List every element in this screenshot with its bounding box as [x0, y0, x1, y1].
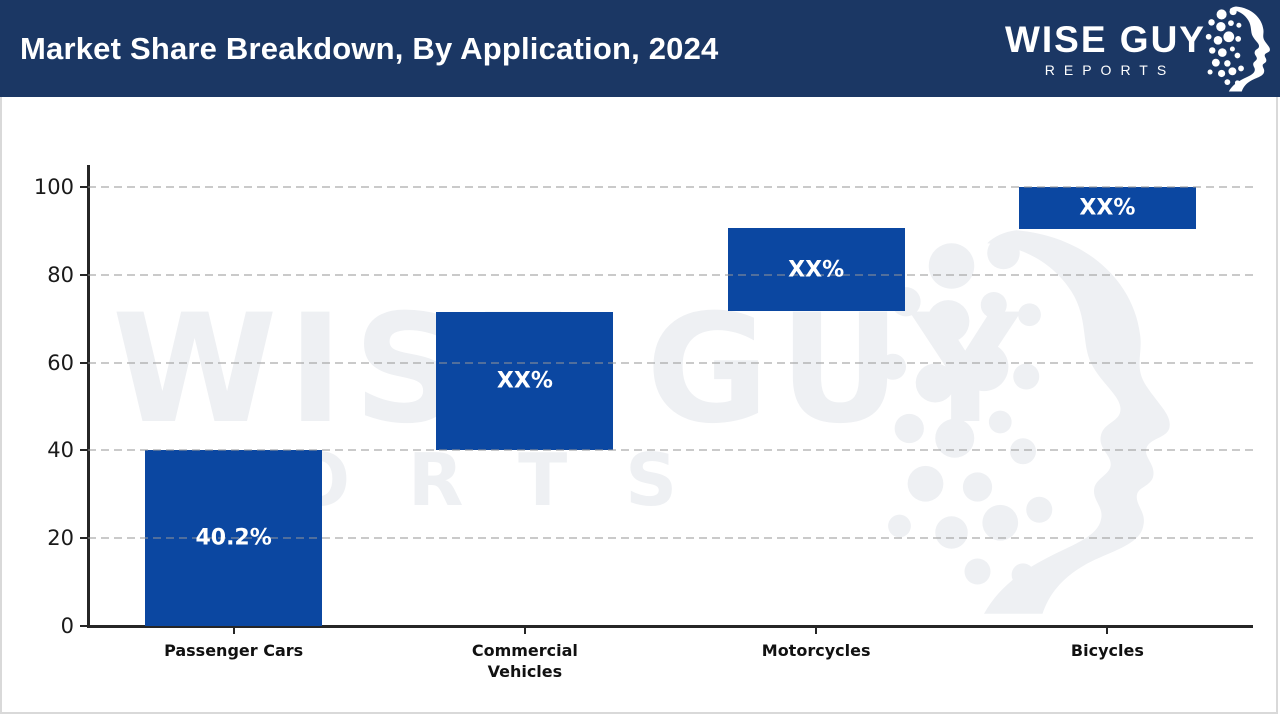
- brand-logo-text: WISE GUY REPORTS: [1004, 18, 1206, 78]
- brand-logo-sub: REPORTS: [1044, 61, 1176, 78]
- header-bar: Market Share Breakdown, By Application, …: [0, 0, 1280, 97]
- brand-face-icon: [1205, 6, 1270, 92]
- page-title: Market Share Breakdown, By Application, …: [20, 30, 719, 66]
- chart-card: WISE GUY PORTS: [0, 97, 1278, 714]
- watermark-text-secondary: PORTS: [178, 438, 736, 522]
- watermark-face-icon: [880, 230, 1170, 614]
- brand-logo-name: WISE GUY: [1004, 18, 1206, 60]
- brand-logo: WISE GUY REPORTS: [1005, 4, 1272, 94]
